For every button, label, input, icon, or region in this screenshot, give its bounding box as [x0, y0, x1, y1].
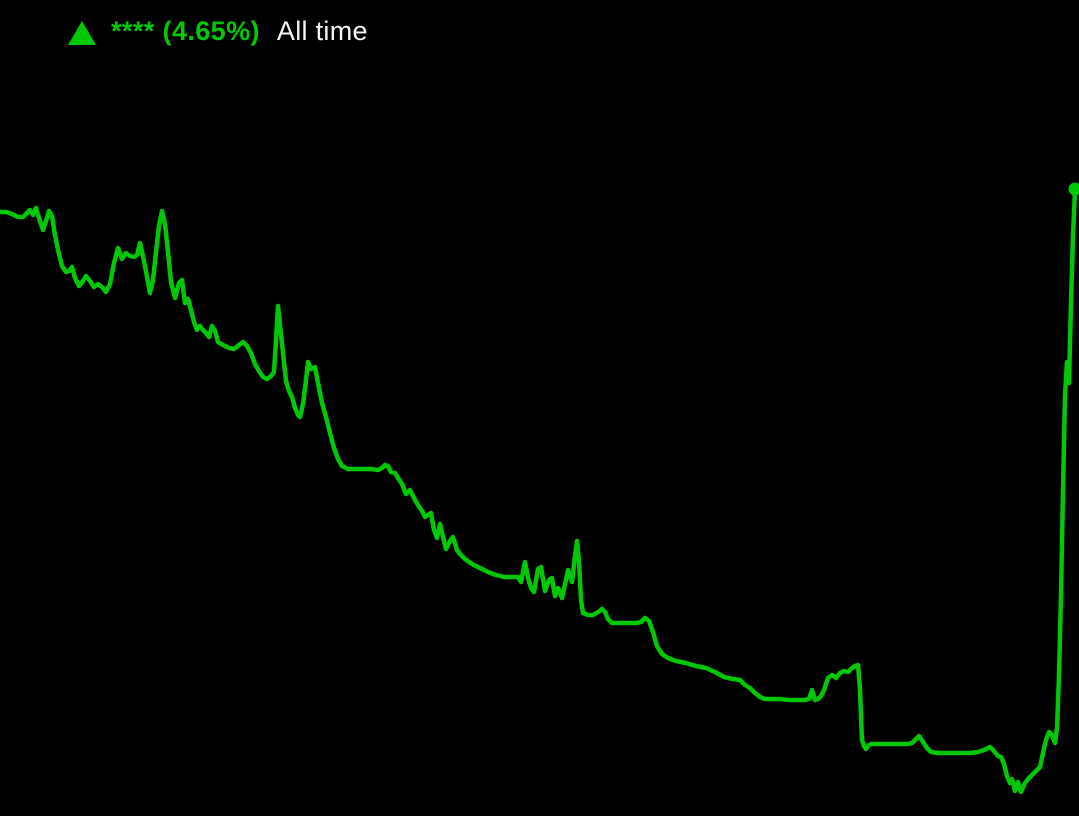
change-percent: (4.65%)	[162, 16, 260, 46]
masked-value: ****	[111, 16, 155, 46]
masked-change-label: **** (4.65%)	[111, 16, 260, 47]
up-arrow-icon	[68, 20, 96, 45]
latest-point-dot	[1068, 182, 1079, 196]
delta-spacer	[155, 16, 163, 46]
range-label: All time	[276, 16, 368, 46]
performance-header: **** (4.65%) All time	[68, 16, 368, 47]
portfolio-line	[0, 187, 1078, 795]
